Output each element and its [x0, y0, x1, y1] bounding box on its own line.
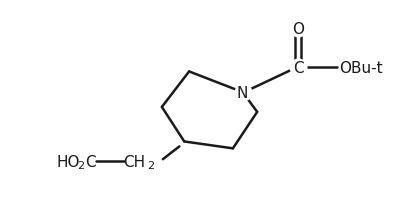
Text: C: C — [85, 154, 95, 169]
Text: C: C — [293, 61, 303, 76]
Text: O: O — [292, 21, 304, 36]
Text: 2: 2 — [77, 160, 84, 170]
Text: HO: HO — [57, 154, 80, 169]
Text: OBu-t: OBu-t — [339, 61, 382, 76]
Text: 2: 2 — [147, 160, 154, 170]
Text: CH: CH — [123, 154, 145, 169]
Text: N: N — [237, 85, 248, 100]
